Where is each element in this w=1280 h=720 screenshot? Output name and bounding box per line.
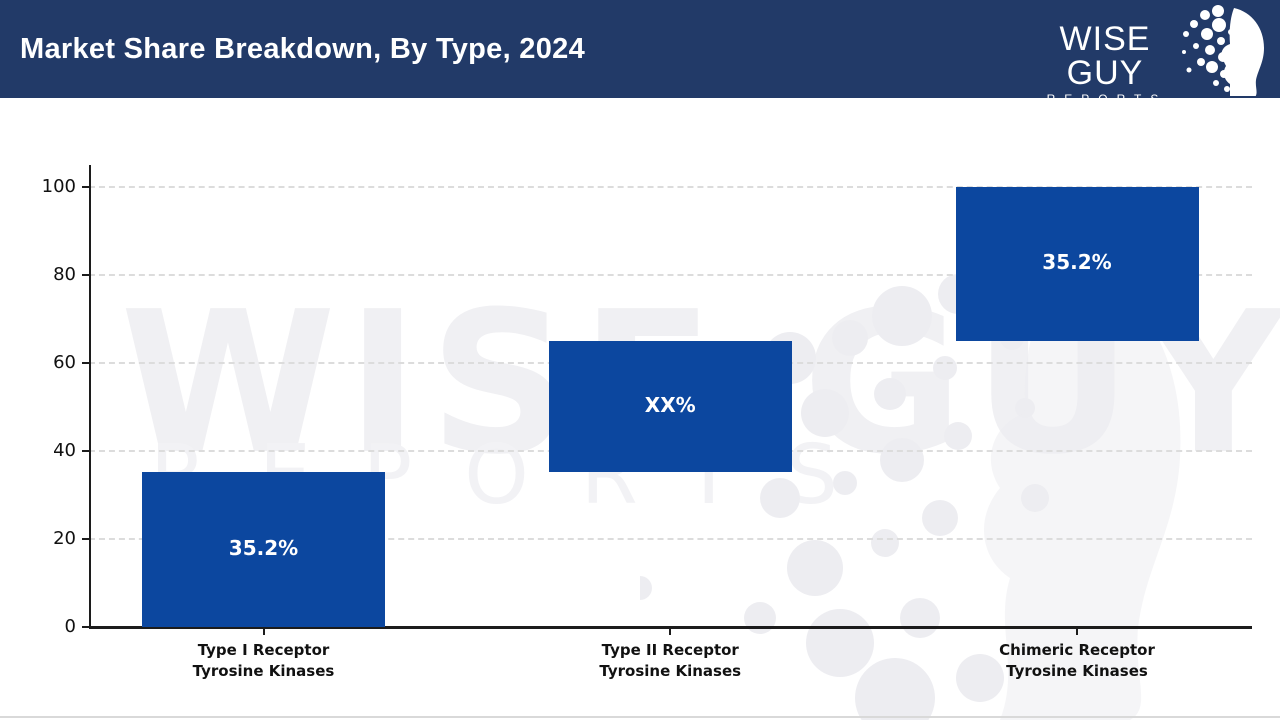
watermark-face-dots <box>640 258 1181 720</box>
gridline-100 <box>89 186 1252 188</box>
ytick-mark-60 <box>82 362 89 364</box>
ytick-mark-20 <box>82 538 89 540</box>
bar-2 <box>548 341 792 473</box>
bottom-divider <box>0 716 1280 718</box>
brand-logo: WISE GUY REPORTS <box>1016 0 1266 106</box>
category-label-1: Type I Receptor Tyrosine Kinases <box>192 641 335 680</box>
ytick-label-0: 0 <box>64 616 76 637</box>
ytick-mark-100 <box>82 186 89 188</box>
header-bar: Market Share Breakdown, By Type, 2024 WI… <box>0 0 1280 106</box>
ytick-label-60: 60 <box>53 352 76 373</box>
ytick-mark-40 <box>82 450 89 452</box>
xtick-mark-3 <box>1076 627 1078 635</box>
brand-logo-text: WISE GUY REPORTS <box>1016 22 1194 106</box>
bar-value-label-3: 35.2% <box>1042 250 1112 274</box>
ytick-label-40: 40 <box>53 440 76 461</box>
ytick-mark-0 <box>82 626 89 628</box>
bar-3 <box>955 187 1199 341</box>
brand-name: WISE GUY <box>1059 20 1151 92</box>
ytick-mark-80 <box>82 274 89 276</box>
page-title: Market Share Breakdown, By Type, 2024 <box>20 32 586 65</box>
ytick-label-20: 20 <box>53 528 76 549</box>
y-axis-line <box>89 165 91 627</box>
gridline-20 <box>89 538 1252 540</box>
bar-value-label-2: XX% <box>644 392 696 417</box>
xtick-mark-2 <box>669 627 672 635</box>
xtick-mark-1 <box>262 627 265 635</box>
gridline-80 <box>89 274 1252 276</box>
bar-1 <box>142 472 385 627</box>
ytick-label-80: 80 <box>53 264 76 285</box>
dotted-face-icon <box>1182 5 1264 96</box>
bar-value-label-1: 35.2% <box>228 535 299 560</box>
category-label-3: Chimeric Receptor Tyrosine Kinases <box>999 641 1155 680</box>
ytick-label-100: 100 <box>41 176 76 197</box>
category-label-2: Type II Receptor Tyrosine Kinases <box>599 641 742 680</box>
